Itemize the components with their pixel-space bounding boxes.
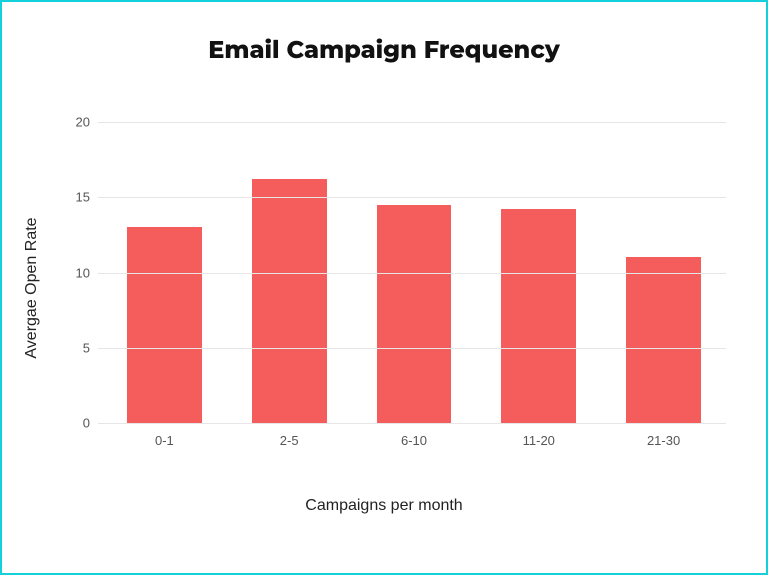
bar [501,209,576,423]
ytick-label: 15 [76,190,102,205]
xtick-label: 2-5 [280,423,299,448]
xtick-label: 21-30 [647,423,680,448]
gridline [98,122,726,123]
gridline [98,423,726,424]
bar [127,227,202,423]
xtick-label: 0-1 [155,423,174,448]
ytick-label: 0 [83,416,102,431]
xtick-label: 6-10 [401,423,427,448]
chart-title: Email Campaign Frequency [2,36,766,65]
chart-plot-area: 0-12-56-1011-2021-30 05101520 [102,122,726,423]
ytick-label: 10 [76,265,102,280]
ytick-label: 20 [76,115,102,130]
bar [377,205,452,423]
x-axis-label: Campaigns per month [305,497,462,515]
chart-frame: Email Campaign Frequency Avergae Open Ra… [0,0,768,575]
bar [626,257,701,423]
xtick-label: 11-20 [523,423,555,448]
gridline [98,348,726,349]
gridline [98,197,726,198]
ytick-label: 5 [83,340,102,355]
y-axis-label: Avergae Open Rate [23,217,41,358]
plot-region: 0-12-56-1011-2021-30 05101520 [102,122,726,423]
gridline [98,273,726,274]
bar [252,179,327,423]
